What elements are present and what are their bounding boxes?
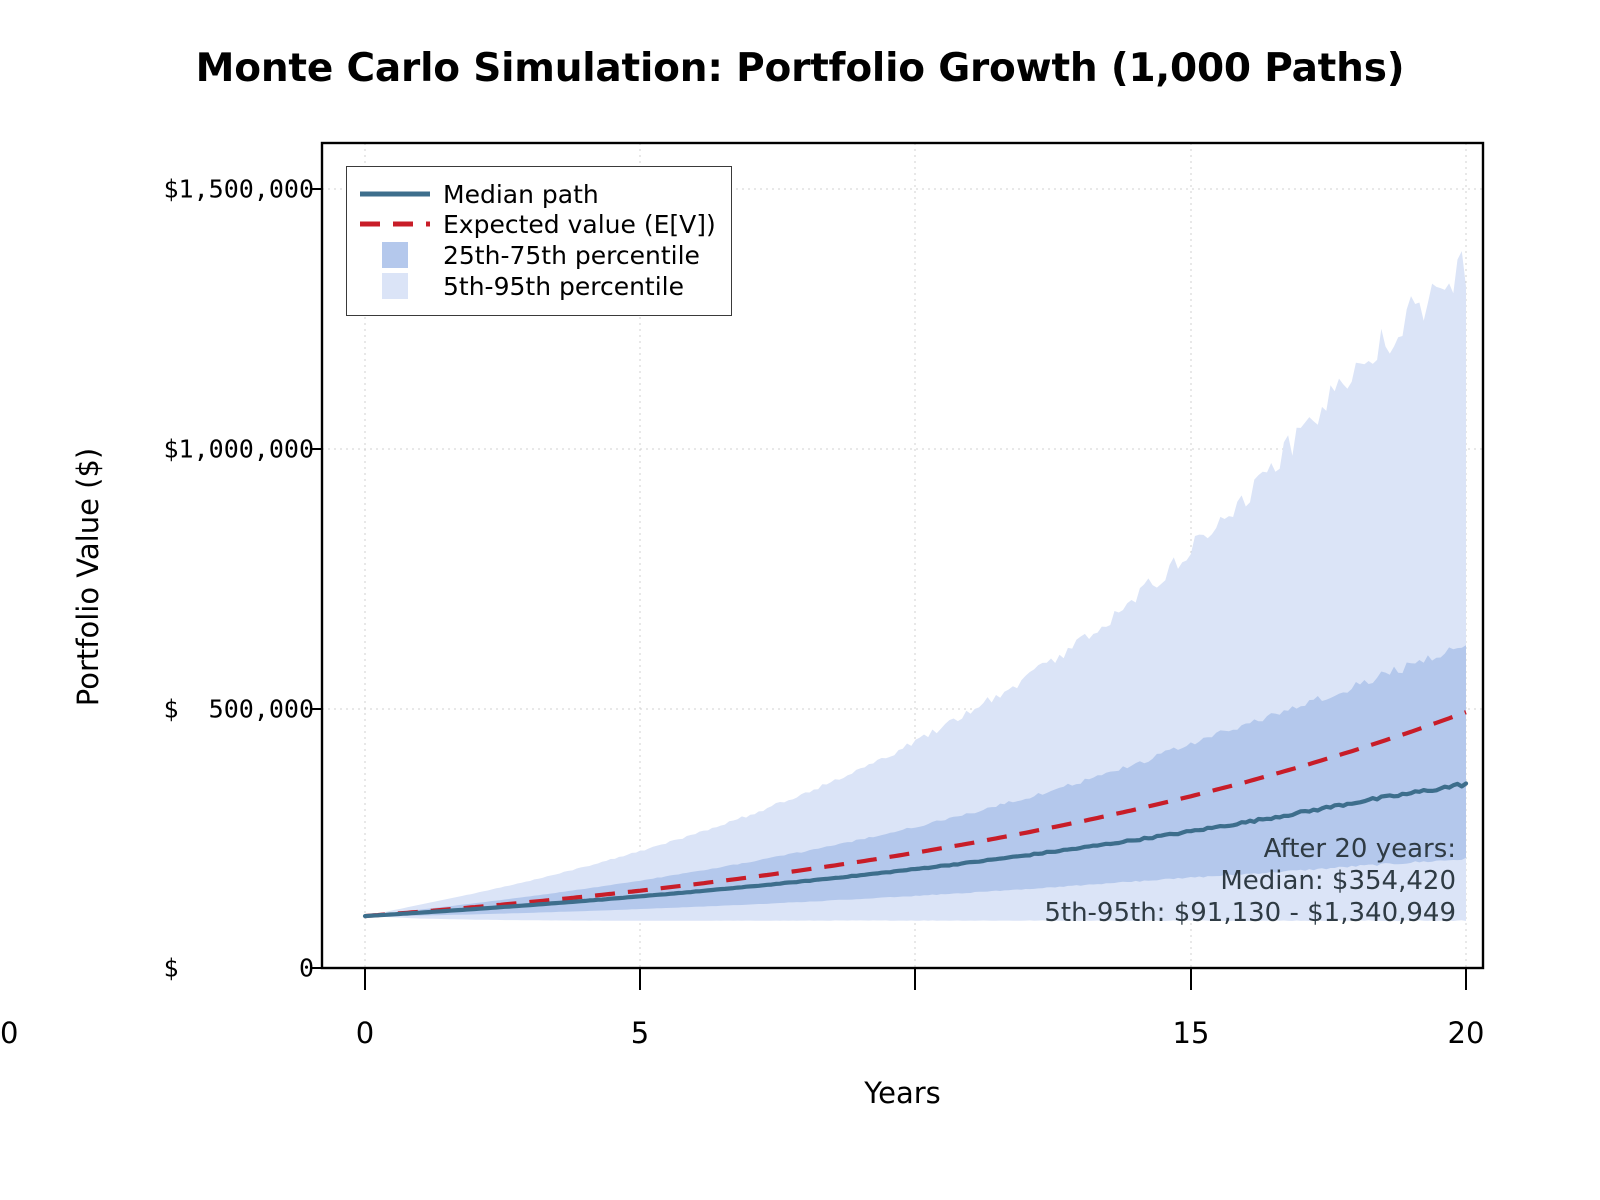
x-tick-label-20: 20 xyxy=(1447,1016,1485,1050)
legend-swatch-inner-band-icon xyxy=(347,242,443,268)
y-tick-label-1000000: $1,000,000 xyxy=(163,434,314,464)
annotation-line-3: 5th-95th: $91,130 - $1,340,949 xyxy=(1044,898,1456,928)
legend-dashed-line-icon xyxy=(347,218,443,230)
chart-title: Monte Carlo Simulation: Portfolio Growth… xyxy=(195,46,1405,91)
x-tick-label-5: 5 xyxy=(630,1016,650,1050)
axis-ticks xyxy=(312,188,1467,990)
x-axis-label: Years xyxy=(864,1076,941,1110)
x-tick-label-15: 15 xyxy=(1172,1016,1210,1050)
median-path-line xyxy=(362,781,1469,919)
legend-label-median-path: Median path xyxy=(443,179,599,209)
y-tick-label-500000: $ 500,000 xyxy=(163,694,314,724)
annotation-line-2: Median: $354,420 xyxy=(1220,866,1456,896)
legend-label-25-75-percentile: 25th-75th percentile xyxy=(443,240,700,270)
chart-legend: Median path Expected value (E[V]) 25th-7… xyxy=(346,166,732,316)
axes-frame xyxy=(320,141,1485,970)
x-tick-label-10: 10 xyxy=(0,1016,19,1050)
legend-swatch-outer-band-icon xyxy=(347,273,443,299)
expected-value-line xyxy=(364,710,1467,919)
band-25th-75th-percentile xyxy=(365,645,1466,917)
legend-solid-line-icon xyxy=(347,188,443,200)
y-tick-label-1500000: $1,500,000 xyxy=(163,174,314,204)
x-tick-label-0: 0 xyxy=(355,1016,375,1050)
legend-item-expected-value: Expected value (E[V]) xyxy=(347,209,731,239)
legend-label-expected-value: Expected value (E[V]) xyxy=(443,209,716,239)
legend-item-25-75-percentile: 25th-75th percentile xyxy=(347,240,731,270)
legend-label-5-95-percentile: 5th-95th percentile xyxy=(443,271,685,301)
y-tick-label-0: $ 0 xyxy=(163,953,314,983)
legend-item-median-path: Median path xyxy=(347,179,731,209)
annotation-line-1: After 20 years: xyxy=(1263,834,1456,864)
legend-item-5-95-percentile: 5th-95th percentile xyxy=(347,271,731,301)
